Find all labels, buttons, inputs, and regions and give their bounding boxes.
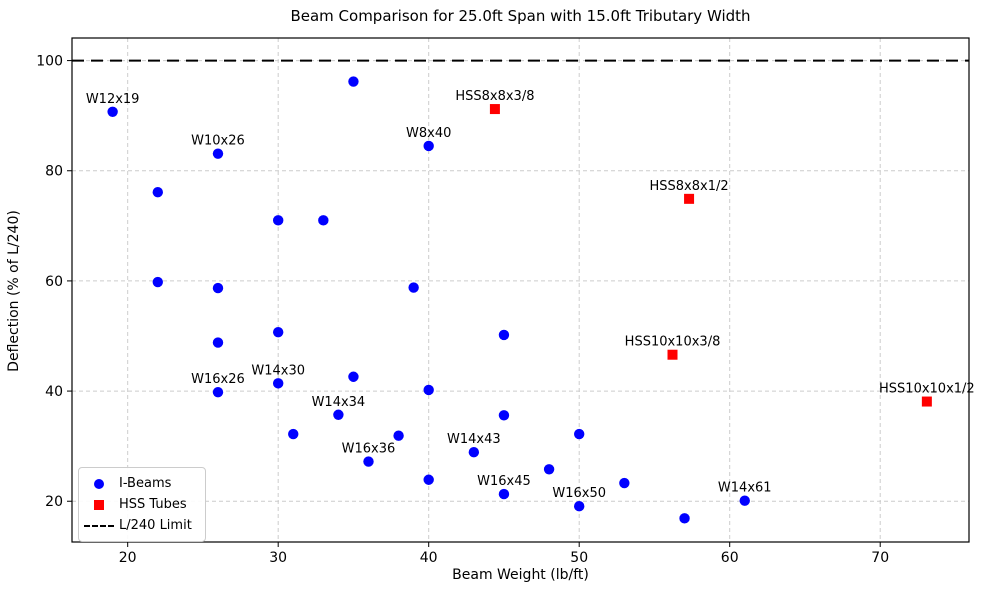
legend-label: HSS Tubes bbox=[119, 497, 187, 512]
ibeam-marker-icon bbox=[79, 478, 119, 489]
data-point bbox=[152, 276, 163, 288]
data-point bbox=[667, 349, 678, 360]
point-label: W16x45 bbox=[477, 474, 531, 489]
axes-frame bbox=[71, 37, 970, 543]
data-point bbox=[498, 329, 510, 341]
point-label: W10x26 bbox=[191, 134, 245, 149]
point-label: HSS10x10x1/2 bbox=[879, 382, 975, 397]
data-point bbox=[212, 337, 224, 348]
point-label: HSS8x8x3/8 bbox=[455, 89, 534, 104]
data-point bbox=[679, 513, 690, 524]
data-point bbox=[423, 384, 434, 396]
data-point bbox=[739, 495, 750, 506]
chart-title: Beam Comparison for 25.0ft Span with 15.… bbox=[290, 7, 751, 25]
legend: I-Beams HSS Tubes L/240 Limit bbox=[78, 467, 206, 542]
dashed-line-icon bbox=[79, 524, 119, 527]
data-point bbox=[348, 371, 359, 382]
data-point bbox=[393, 430, 404, 441]
point-label: HSS8x8x1/2 bbox=[649, 179, 728, 194]
legend-label: L/240 Limit bbox=[119, 518, 192, 533]
x-tick-label: 50 bbox=[570, 550, 588, 566]
x-tick-label: 30 bbox=[269, 550, 287, 566]
data-point bbox=[288, 428, 299, 440]
hss-marker-icon bbox=[79, 499, 119, 510]
y-tick-label: 80 bbox=[45, 164, 63, 180]
y-tick-label: 20 bbox=[45, 494, 63, 510]
point-label: W16x26 bbox=[191, 372, 245, 387]
data-point bbox=[212, 148, 224, 159]
point-label: HSS10x10x3/8 bbox=[625, 335, 721, 350]
x-tick-label: 70 bbox=[871, 550, 889, 566]
data-point bbox=[272, 215, 284, 226]
data-point bbox=[543, 464, 555, 475]
x-tick-label: 40 bbox=[420, 550, 438, 566]
data-point bbox=[333, 409, 344, 420]
data-point bbox=[212, 282, 224, 294]
data-point bbox=[318, 215, 329, 226]
data-point bbox=[272, 378, 284, 389]
point-label: W14x61 bbox=[718, 481, 772, 496]
data-point bbox=[468, 447, 480, 458]
data-point bbox=[363, 456, 374, 467]
x-axis-label: Beam Weight (lb/ft) bbox=[452, 567, 589, 583]
x-tick-label: 20 bbox=[119, 550, 137, 566]
legend-item-limit: L/240 Limit bbox=[79, 515, 205, 536]
point-label: W16x50 bbox=[552, 486, 606, 501]
point-label: W16x36 bbox=[342, 442, 396, 457]
point-label: W14x43 bbox=[447, 432, 501, 447]
data-point bbox=[489, 104, 500, 115]
data-point bbox=[408, 282, 419, 293]
y-tick-label: 60 bbox=[45, 274, 63, 290]
point-label: W12x19 bbox=[86, 92, 140, 107]
data-point bbox=[107, 106, 118, 118]
legend-label: I-Beams bbox=[119, 476, 172, 491]
data-point bbox=[573, 428, 585, 440]
data-point bbox=[272, 326, 284, 338]
data-point bbox=[498, 410, 510, 421]
data-point bbox=[498, 488, 510, 500]
data-point bbox=[921, 396, 932, 407]
data-point bbox=[573, 500, 585, 512]
data-point bbox=[684, 193, 695, 204]
data-point bbox=[152, 187, 163, 198]
point-label: W14x30 bbox=[251, 363, 305, 378]
data-point bbox=[212, 386, 224, 398]
point-label: W14x34 bbox=[312, 395, 366, 410]
data-point bbox=[348, 76, 359, 87]
data-point bbox=[619, 477, 630, 489]
y-tick-label: 40 bbox=[45, 384, 63, 400]
point-label: W8x40 bbox=[406, 126, 451, 141]
data-point bbox=[423, 474, 434, 485]
y-tick-label: 100 bbox=[36, 54, 63, 70]
y-axis-label: Deflection (% of L/240) bbox=[6, 210, 22, 372]
data-point bbox=[423, 140, 434, 152]
legend-item-ibeams: I-Beams bbox=[79, 473, 205, 494]
x-tick-label: 60 bbox=[721, 550, 739, 566]
legend-item-hss-tubes: HSS Tubes bbox=[79, 494, 205, 515]
